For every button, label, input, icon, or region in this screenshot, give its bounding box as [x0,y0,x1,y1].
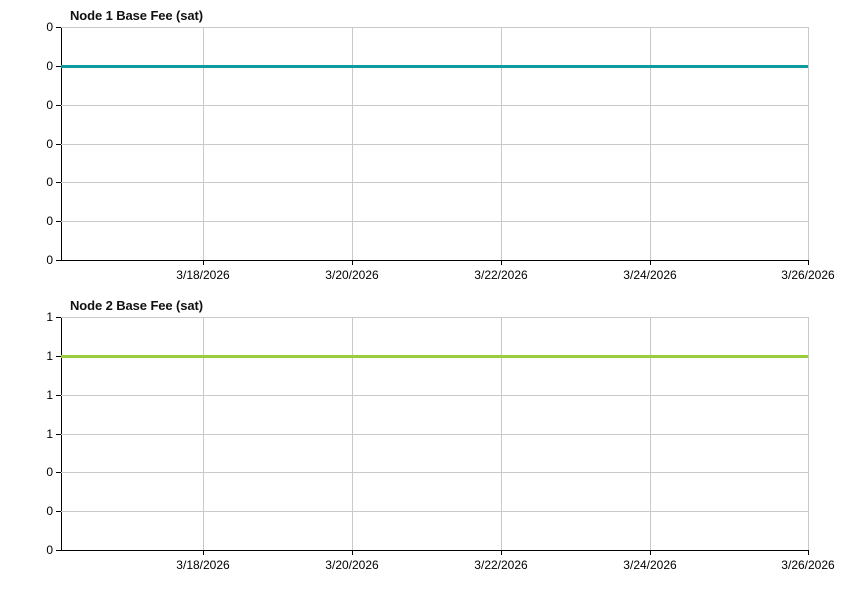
y-axis-tick [56,144,61,145]
y-axis-label: 1 [46,388,53,402]
y-axis-label: 1 [46,349,53,363]
y-axis-label: 0 [46,20,53,34]
y-axis-tick [56,356,61,357]
gridline-horizontal [61,395,808,396]
y-axis-tick [56,434,61,435]
plot-area-node2: 1 1 1 1 0 0 0 3/18/2026 3/20/2026 3/22/2026 3/24/2… [46,311,834,572]
y-axis-tick [56,105,61,106]
gridline-vertical [203,27,204,260]
x-axis-tick [808,260,809,265]
plot-area-node1: 0 0 0 0 0 0 0 3/18/2026 3/20/2026 3/22/2026 3/24/2… [46,21,834,282]
x-axis-label: 3/26/2026 [781,268,835,282]
x-axis-label: 3/26/2026 [781,558,835,572]
gridline-vertical [352,317,353,550]
x-axis-label: 3/20/2026 [325,558,379,572]
y-axis-tick [56,550,61,551]
x-axis-tick [650,260,651,265]
y-axis-label: 1 [46,427,53,441]
x-axis-label: 3/22/2026 [474,558,528,572]
y-axis-tick [56,472,61,473]
y-axis-label: 0 [46,253,53,267]
x-axis-tick [501,550,502,555]
x-axis-tick [808,550,809,555]
y-axis-label: 0 [46,465,53,479]
y-axis-tick [56,317,61,318]
gridline-horizontal [61,434,808,435]
x-axis-line-node1 [61,260,808,261]
chart-panel-node2: Node 2 Base Fee (sat) 1 1 1 1 0 0 0 3/18/2026 3/… [0,290,860,580]
y-axis-label: 0 [46,59,53,73]
gridline-horizontal [61,472,808,473]
gridline-vertical [650,317,651,550]
gridline-horizontal [61,221,808,222]
gridline-horizontal [61,27,808,28]
gridline-vertical [352,27,353,260]
x-axis-label: 3/18/2026 [176,558,230,572]
data-point-markers [61,355,808,358]
gridline-vertical [650,27,651,260]
gridline-horizontal [61,144,808,145]
x-axis-tick [501,260,502,265]
gridline-vertical [808,27,809,260]
y-axis-label: 0 [46,504,53,518]
gridline-horizontal [61,511,808,512]
data-series-line [61,355,808,358]
y-axis-tick [56,260,61,261]
gridline-vertical [808,317,809,550]
y-axis-tick [56,511,61,512]
y-axis-line-node1 [61,27,62,260]
x-axis-tick [352,550,353,555]
data-point-markers [61,65,808,68]
chart-title-node1: Node 1 Base Fee (sat) [70,8,204,23]
gridline-horizontal [61,182,808,183]
y-axis-label: 0 [46,175,53,189]
x-axis-tick [650,550,651,555]
y-axis-line-node2 [61,317,62,550]
y-axis-label: 0 [46,98,53,112]
x-axis-label: 3/24/2026 [623,268,677,282]
gridline-vertical [203,317,204,550]
y-axis-tick [56,27,61,28]
y-axis-tick [56,66,61,67]
y-axis-tick [56,221,61,222]
y-axis-label: 0 [46,543,53,557]
y-axis-tick [56,395,61,396]
data-series-line [61,65,808,68]
x-axis-line-node2 [61,550,808,551]
x-axis-label: 3/18/2026 [176,268,230,282]
gridline-vertical [501,317,502,550]
x-axis-label: 3/22/2026 [474,268,528,282]
gridline-vertical [501,27,502,260]
gridline-horizontal [61,105,808,106]
y-axis-label: 0 [46,137,53,151]
y-axis-label: 1 [46,310,53,324]
chart-panel-node1: Node 1 Base Fee (sat) 0 0 0 0 0 0 0 3/18/2026 3/… [0,0,860,290]
x-axis-label: 3/20/2026 [325,268,379,282]
x-axis-tick [203,550,204,555]
gridline-horizontal [61,317,808,318]
y-axis-tick [56,182,61,183]
x-axis-label: 3/24/2026 [623,558,677,572]
x-axis-tick [352,260,353,265]
y-axis-label: 0 [46,214,53,228]
chart-title-node2: Node 2 Base Fee (sat) [70,298,204,313]
x-axis-tick [203,260,204,265]
